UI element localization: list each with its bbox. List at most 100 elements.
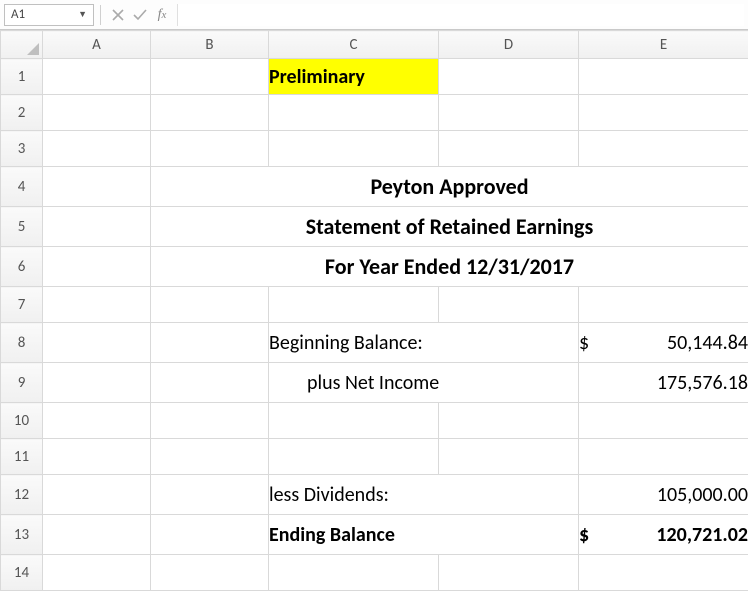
cell-E1[interactable] xyxy=(579,59,748,95)
ending-balance-value[interactable]: $ 120,721.02 xyxy=(579,515,748,555)
row-header-3[interactable]: 3 xyxy=(1,131,43,167)
insert-function-button[interactable]: fx xyxy=(151,4,173,26)
preliminary-label: Preliminary xyxy=(269,65,365,89)
cell-C7[interactable] xyxy=(269,287,439,323)
cell-B10[interactable] xyxy=(151,403,269,439)
cell-B8[interactable] xyxy=(151,323,269,363)
cell-A10[interactable] xyxy=(43,403,151,439)
cell-C14[interactable] xyxy=(269,555,439,591)
col-header-D[interactable]: D xyxy=(439,31,579,59)
cell-A4[interactable] xyxy=(43,167,151,207)
row-header-10[interactable]: 10 xyxy=(1,403,43,439)
cell-D1[interactable] xyxy=(439,59,579,95)
formula-input[interactable] xyxy=(177,4,744,26)
cell-E14[interactable] xyxy=(579,555,748,591)
dividends-value[interactable]: 105,000.00 xyxy=(579,475,748,515)
formula-bar: A1 ▼ fx xyxy=(0,0,748,30)
cancel-button[interactable] xyxy=(107,4,129,26)
cell-C11[interactable] xyxy=(269,439,439,475)
cell-E11[interactable] xyxy=(579,439,748,475)
cell-A3[interactable] xyxy=(43,131,151,167)
ending-balance-label[interactable]: Ending Balance xyxy=(269,515,579,555)
select-all-corner[interactable] xyxy=(1,31,43,59)
cell-D10[interactable] xyxy=(439,403,579,439)
row-4: 4 Peyton Approved xyxy=(1,167,748,207)
column-header-row: A B C D E xyxy=(1,31,748,59)
col-header-B[interactable]: B xyxy=(151,31,269,59)
net-income-label[interactable]: plus Net Income xyxy=(269,363,579,403)
grid[interactable]: A B C D E 1 Preliminary 2 3 xyxy=(0,30,748,591)
cell-B11[interactable] xyxy=(151,439,269,475)
row-header-9[interactable]: 9 xyxy=(1,363,43,403)
row-header-6[interactable]: 6 xyxy=(1,247,43,287)
enter-button[interactable] xyxy=(129,4,151,26)
row-header-7[interactable]: 7 xyxy=(1,287,43,323)
title-statement[interactable]: Statement of Retained Earnings xyxy=(151,207,748,247)
cell-B12[interactable] xyxy=(151,475,269,515)
row-11: 11 xyxy=(1,439,748,475)
beginning-balance-value[interactable]: $ 50,144.84 xyxy=(579,323,748,363)
cell-C2[interactable] xyxy=(269,95,439,131)
cell-A8[interactable] xyxy=(43,323,151,363)
title-period[interactable]: For Year Ended 12/31/2017 xyxy=(151,247,748,287)
row-header-1[interactable]: 1 xyxy=(1,59,43,95)
cell-D14[interactable] xyxy=(439,555,579,591)
row-header-5[interactable]: 5 xyxy=(1,207,43,247)
begbal-num: 50,144.84 xyxy=(667,331,748,355)
cell-B14[interactable] xyxy=(151,555,269,591)
row-10: 10 xyxy=(1,403,748,439)
cell-E3[interactable] xyxy=(579,131,748,167)
row-7: 7 xyxy=(1,287,748,323)
cell-E10[interactable] xyxy=(579,403,748,439)
cell-B9[interactable] xyxy=(151,363,269,403)
title-company[interactable]: Peyton Approved xyxy=(151,167,748,207)
beginning-balance-label[interactable]: Beginning Balance: xyxy=(269,323,579,363)
cell-A11[interactable] xyxy=(43,439,151,475)
cell-C3[interactable] xyxy=(269,131,439,167)
x-icon xyxy=(112,9,124,21)
net-income-value[interactable]: 175,576.18 xyxy=(579,363,748,403)
cell-A13[interactable] xyxy=(43,515,151,555)
cell-D11[interactable] xyxy=(439,439,579,475)
endbal-label-text: Ending Balance xyxy=(269,523,395,547)
row-3: 3 xyxy=(1,131,748,167)
row-header-2[interactable]: 2 xyxy=(1,95,43,131)
cell-A2[interactable] xyxy=(43,95,151,131)
cell-E7[interactable] xyxy=(579,287,748,323)
row-header-8[interactable]: 8 xyxy=(1,323,43,363)
cell-D2[interactable] xyxy=(439,95,579,131)
cell-A1[interactable] xyxy=(43,59,151,95)
dividends-label[interactable]: less Dividends: xyxy=(269,475,579,515)
name-box-dropdown-icon[interactable]: ▼ xyxy=(78,4,87,26)
col-header-C[interactable]: C xyxy=(269,31,439,59)
col-header-A[interactable]: A xyxy=(43,31,151,59)
row-1: 1 Preliminary xyxy=(1,59,748,95)
cell-C10[interactable] xyxy=(269,403,439,439)
cell-E2[interactable] xyxy=(579,95,748,131)
row-header-4[interactable]: 4 xyxy=(1,167,43,207)
cell-A12[interactable] xyxy=(43,475,151,515)
row-header-13[interactable]: 13 xyxy=(1,515,43,555)
cell-D7[interactable] xyxy=(439,287,579,323)
cell-A7[interactable] xyxy=(43,287,151,323)
cell-B13[interactable] xyxy=(151,515,269,555)
cell-D3[interactable] xyxy=(439,131,579,167)
col-header-E[interactable]: E xyxy=(579,31,748,59)
cell-C1[interactable]: Preliminary xyxy=(269,59,439,95)
cell-A5[interactable] xyxy=(43,207,151,247)
endbal-num: 120,721.02 xyxy=(656,523,748,547)
cell-B3[interactable] xyxy=(151,131,269,167)
row-header-11[interactable]: 11 xyxy=(1,439,43,475)
cell-B1[interactable] xyxy=(151,59,269,95)
cell-A14[interactable] xyxy=(43,555,151,591)
row-header-12[interactable]: 12 xyxy=(1,475,43,515)
row-5: 5 Statement of Retained Earnings xyxy=(1,207,748,247)
name-box[interactable]: A1 ▼ xyxy=(4,4,94,26)
cell-A9[interactable] xyxy=(43,363,151,403)
row-header-14[interactable]: 14 xyxy=(1,555,43,591)
cell-B2[interactable] xyxy=(151,95,269,131)
row-6: 6 For Year Ended 12/31/2017 xyxy=(1,247,748,287)
netinc-label-text: plus Net Income xyxy=(307,371,439,395)
cell-B7[interactable] xyxy=(151,287,269,323)
cell-A6[interactable] xyxy=(43,247,151,287)
